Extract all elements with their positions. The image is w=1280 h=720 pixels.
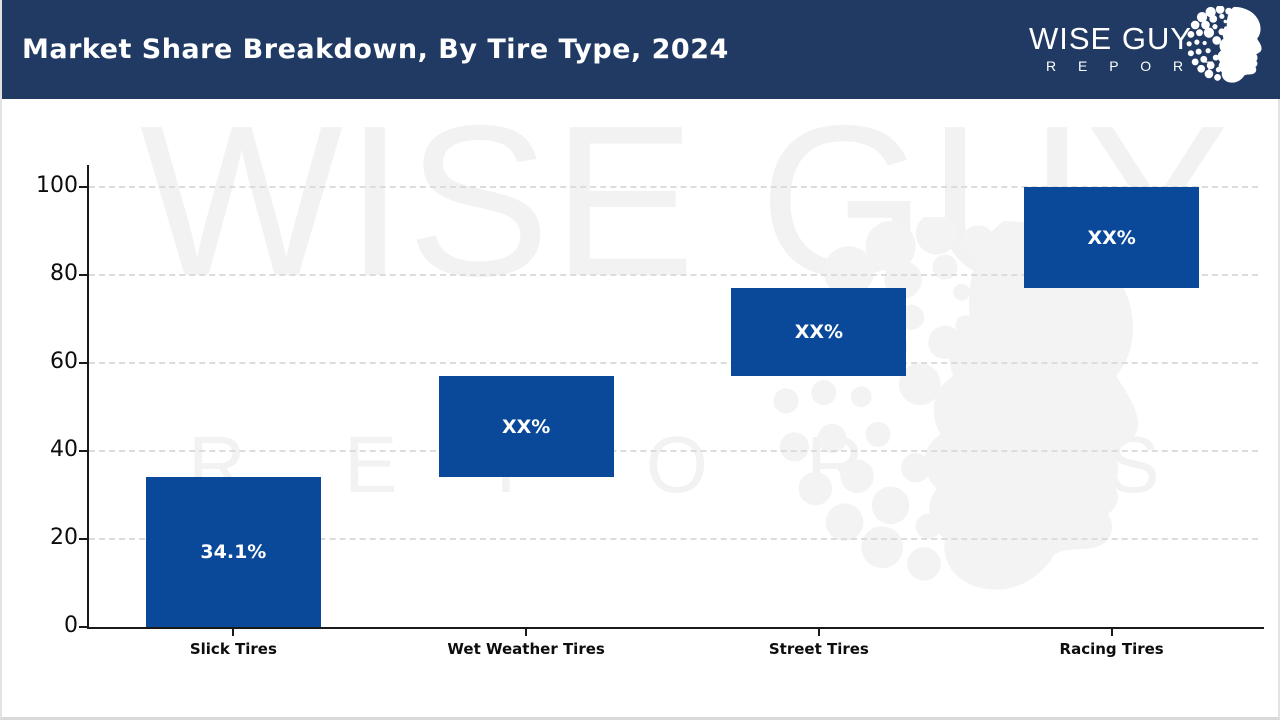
y-tick-label: 20: [50, 525, 78, 550]
y-tick-mark: [79, 186, 87, 188]
bar-value-label: XX%: [1087, 226, 1136, 249]
y-tick-label: 80: [50, 261, 78, 286]
y-tick-label: 60: [50, 349, 78, 374]
x-tick-mark: [525, 629, 528, 636]
x-axis-label: Slick Tires: [189, 640, 277, 658]
x-axis-label: Racing Tires: [1059, 640, 1164, 658]
gridline: [89, 450, 1258, 452]
bar-segment: XX%: [731, 288, 907, 377]
x-tick-mark: [1110, 629, 1113, 636]
bar-segment: XX%: [438, 376, 614, 477]
bar-value-label: XX%: [794, 321, 844, 344]
bar-value-label: 34.1%: [200, 540, 267, 563]
y-tick-mark: [79, 274, 87, 276]
x-axis-label: Street Tires: [768, 640, 869, 658]
y-axis-spine: [87, 165, 89, 629]
y-tick-label: 0: [64, 613, 78, 638]
logo-head-icon: [1182, 6, 1272, 92]
logo-wordmark: WISE GUY: [1029, 21, 1193, 56]
y-tick-mark: [79, 538, 87, 540]
x-tick-mark: [817, 629, 820, 636]
gridline: [89, 362, 1258, 364]
y-tick-mark: [79, 626, 87, 628]
x-axis-spine: [87, 627, 1264, 629]
header-band: Market Share Breakdown, By Tire Type, 20…: [2, 0, 1280, 99]
x-axis-label: Wet Weather Tires: [447, 640, 605, 658]
bar-segment: 34.1%: [145, 476, 321, 627]
wise-guy-logo: WISE GUY R E P O R T S: [1024, 0, 1274, 99]
page-title: Market Share Breakdown, By Tire Type, 20…: [22, 34, 729, 65]
y-tick-mark: [79, 362, 87, 364]
x-tick-mark: [232, 629, 235, 636]
y-tick-label: 100: [36, 173, 78, 198]
gridline: [89, 274, 1258, 276]
gridline: [89, 538, 1258, 540]
chart-area: WISE GUY R E P O R T S 0 20 40 60 80 100 34.1%…: [2, 99, 1278, 717]
y-tick-mark: [79, 450, 87, 452]
bar-value-label: XX%: [501, 415, 551, 438]
gridline: [89, 186, 1258, 188]
bar-segment: XX%: [1024, 187, 1200, 289]
y-tick-label: 40: [50, 437, 78, 462]
plot: 0 20 40 60 80 100 34.1% Slick Tires XX% Wet Weath…: [2, 99, 1278, 717]
